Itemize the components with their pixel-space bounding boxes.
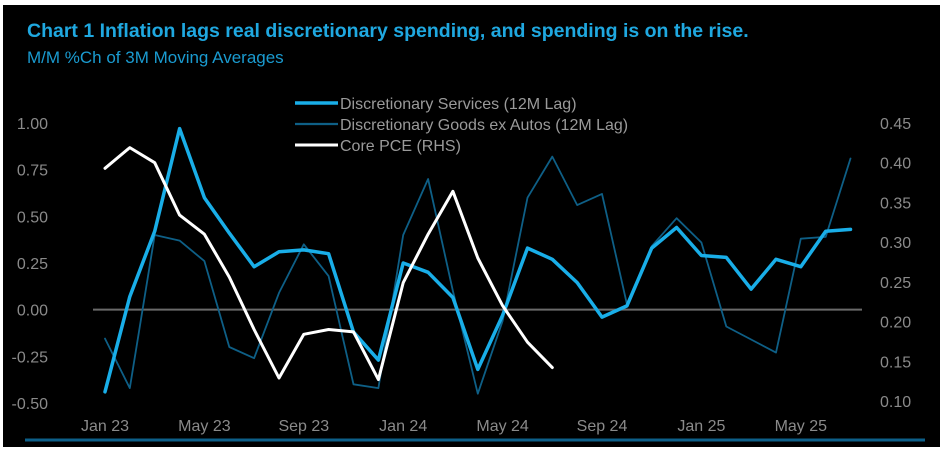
y2-tick-label: 0.10	[880, 394, 911, 411]
chart-subtitle: M/M %Ch of 3M Moving Averages	[27, 48, 284, 67]
series-line-discretionary-services-12m-lag	[103, 126, 853, 394]
series-line-core-pce-rhs	[103, 146, 554, 382]
y-tick-label: 0.75	[17, 163, 48, 180]
y-tick-label: 0.00	[17, 303, 48, 320]
chart-title: Chart 1 Inflation lags real discretionar…	[27, 20, 749, 42]
x-tick-label: May 25	[775, 418, 828, 435]
y2-tick-label: 0.15	[880, 354, 911, 371]
y2-tick-label: 0.25	[880, 275, 911, 292]
x-tick-label: Sep 23	[278, 418, 329, 435]
x-tick-label: Sep 24	[577, 418, 628, 435]
x-tick-label: Jan 24	[379, 418, 427, 435]
x-axis: Jan 23 May 23 Sep 23 Jan 24 May 24 Sep 24 Jan …	[81, 418, 827, 435]
series-line-discretionary-goods-ex-autos-12m-lag	[104, 155, 852, 395]
y-axis-right: 0.45 0.40 0.35 0.30 0.25 0.20 0.15 0.10	[880, 116, 911, 411]
series-group	[103, 126, 853, 395]
legend-label: Core PCE (RHS)	[340, 138, 461, 155]
y-axis-left: 1.00 0.75 0.50 0.25 0.00 -0.25 -0.50	[12, 116, 49, 413]
x-tick-label: Jan 23	[81, 418, 129, 435]
y-tick-label: 0.25	[17, 256, 48, 273]
y2-tick-label: 0.35	[880, 195, 911, 212]
y2-tick-label: 0.40	[880, 156, 911, 173]
y-tick-label: -0.25	[12, 349, 49, 366]
y2-tick-label: 0.30	[880, 235, 911, 252]
y-tick-label: -0.50	[12, 396, 49, 413]
y2-tick-label: 0.20	[880, 315, 911, 332]
x-tick-label: May 23	[178, 418, 231, 435]
y-tick-label: 0.50	[17, 209, 48, 226]
x-tick-label: Jan 25	[677, 418, 725, 435]
x-tick-label: May 24	[476, 418, 529, 435]
y-tick-label: 1.00	[17, 116, 48, 133]
y2-tick-label: 0.45	[880, 116, 911, 133]
legend-label: Discretionary Goods ex Autos (12M Lag)	[340, 117, 628, 134]
legend-label: Discretionary Services (12M Lag)	[340, 96, 577, 113]
legend: Discretionary Services (12M Lag) Discreti…	[295, 96, 628, 155]
chart-panel	[3, 5, 940, 447]
